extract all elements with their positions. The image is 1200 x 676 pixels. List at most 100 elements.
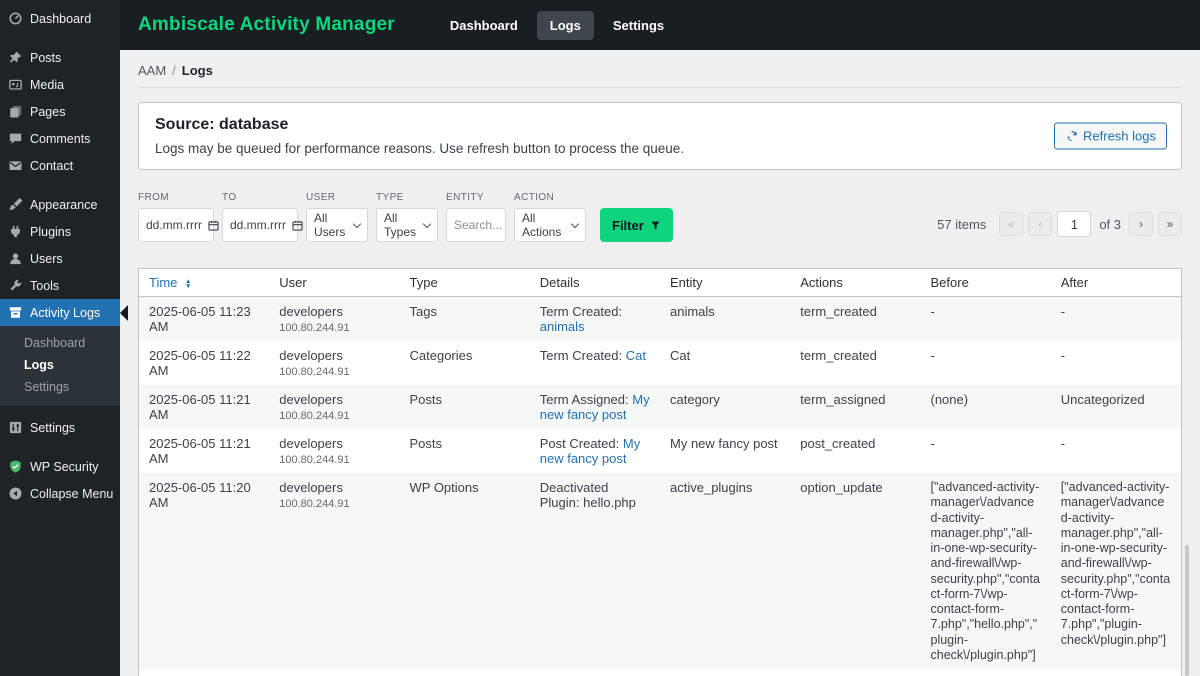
sidebar-item-label: Appearance: [30, 197, 98, 212]
cell-before: ["advanced-activity-manager\/advanced-ac…: [930, 480, 1040, 662]
cell-user: developers 100.80.244.91: [269, 297, 399, 342]
pushpin-icon: [8, 50, 23, 65]
details-text: Deactivated Plugin: hello.php: [539, 480, 636, 510]
cell-entity: Cat: [670, 348, 691, 363]
tab-settings[interactable]: Settings: [612, 17, 665, 33]
sidebar-item-plugins[interactable]: Plugins: [0, 218, 120, 245]
refresh-logs-button[interactable]: Refresh logs: [1054, 122, 1167, 150]
prev-page-button[interactable]: ‹: [1028, 212, 1053, 236]
chevron-down-icon: [352, 219, 362, 228]
cell-before-expandable[interactable]: Long value ↓: [921, 670, 1051, 676]
log-table-body: 2025-06-05 11:23 AM developers 100.80.24…: [139, 296, 1181, 676]
plugin-title: Ambiscale Activity Manager: [138, 14, 395, 35]
plug-icon: [8, 224, 23, 239]
user-ip: 100.80.244.91: [279, 410, 350, 422]
sidebar-item-activity-logs[interactable]: Activity Logs: [0, 299, 128, 326]
filter-entity: ENTITY Search...: [446, 192, 506, 242]
sidebar-item-posts[interactable]: Posts: [0, 44, 120, 71]
funnel-icon: [650, 220, 661, 231]
tab-logs[interactable]: Logs: [536, 10, 594, 40]
sort-icon: ▲ ▼: [185, 278, 191, 290]
action-select[interactable]: All Actions: [514, 208, 586, 242]
sidebar-item-wp-security[interactable]: WP Security: [0, 453, 120, 480]
cell-type: Tags: [409, 304, 437, 319]
sidebar-item-contact[interactable]: Contact: [0, 152, 120, 179]
type-select[interactable]: All Types: [376, 208, 438, 242]
details-link[interactable]: My new fancy post: [539, 436, 641, 466]
details-text: Term Created:: [539, 304, 623, 319]
sidebar-item-media[interactable]: Media: [0, 71, 120, 98]
submenu-item-dashboard[interactable]: Dashboard: [24, 336, 86, 350]
calendar-icon: [207, 219, 220, 232]
pages-icon: [8, 104, 23, 119]
column-header-time[interactable]: Time ▲ ▼: [139, 269, 270, 297]
to-date-placeholder: dd.mm.rrrr: [230, 218, 286, 232]
user-name: developers: [279, 392, 343, 407]
page-number-input[interactable]: [1057, 211, 1092, 237]
first-page-button[interactable]: «: [999, 212, 1024, 236]
cell-time: 2025-06-05 11:20 AM: [139, 670, 269, 676]
sidebar-item-label: Contact: [30, 158, 74, 173]
submenu-item-logs[interactable]: Logs: [24, 358, 54, 372]
last-page-button[interactable]: »: [1158, 212, 1182, 236]
column-header-before: Before: [920, 269, 1051, 297]
action-select-value: All Actions: [522, 211, 562, 239]
filter-action: ACTION All Actions: [514, 192, 586, 242]
cell-details: Term Created: animals: [530, 297, 660, 342]
tab-dashboard[interactable]: Dashboard: [449, 17, 518, 33]
type-label: TYPE: [376, 192, 404, 203]
cell-time: 2025-06-05 11:22 AM: [149, 348, 251, 378]
sidebar-item-comments[interactable]: Comments: [0, 125, 120, 152]
entity-search-placeholder: Search...: [454, 218, 503, 232]
cell-entity: active_plugins: [660, 670, 790, 676]
cell-after: -: [1060, 436, 1066, 451]
log-row: 2025-06-05 11:23 AM developers 100.80.24…: [139, 296, 1181, 342]
filter-type: TYPE All Types: [376, 192, 438, 242]
sidebar-item-appearance[interactable]: Appearance: [0, 191, 120, 218]
chevron-down-icon: [570, 219, 580, 228]
wrench-icon: [8, 278, 23, 293]
sidebar-item-dashboard[interactable]: Dashboard: [0, 5, 120, 32]
chevron-down-icon: [422, 219, 432, 228]
from-date-input[interactable]: dd.mm.rrrr: [138, 208, 219, 242]
sidebar-item-label: Users: [30, 251, 63, 266]
details-link[interactable]: My new fancy post: [539, 392, 650, 422]
user-ip: 100.80.244.91: [279, 498, 350, 510]
contact-envelope-icon: [8, 158, 23, 173]
log-row: 2025-06-05 11:20 AM developers 100.80.24…: [139, 670, 1181, 676]
cell-user: developers 100.80.244.91: [269, 385, 399, 429]
cell-type: Categories: [409, 348, 473, 363]
cell-time: 2025-06-05 11:23 AM: [149, 304, 251, 334]
submenu-item-settings[interactable]: Settings: [24, 380, 70, 394]
breadcrumb-root-link[interactable]: AAM: [138, 63, 167, 78]
details-link[interactable]: animals: [539, 319, 585, 334]
main-area: Ambiscale Activity Manager Dashboard Log…: [120, 0, 1200, 676]
sidebar-item-settings[interactable]: Settings: [0, 414, 120, 441]
admin-sidebar: Dashboard Posts Media Pages Comments Con…: [0, 0, 128, 676]
cell-time: 2025-06-05 11:20 AM: [149, 480, 251, 510]
details-link[interactable]: Cat: [625, 348, 646, 363]
sidebar-item-tools[interactable]: Tools: [0, 272, 120, 299]
sidebar-item-label: Dashboard: [30, 11, 92, 26]
cell-type: WP Options: [400, 670, 530, 676]
pagination: 57 items « ‹ of 3 › »: [937, 211, 1182, 237]
log-row: 2025-06-05 11:21 AM developers 100.80.24…: [139, 385, 1181, 429]
to-date-input[interactable]: dd.mm.rrrr: [222, 208, 303, 242]
entity-search-input[interactable]: Search...: [446, 208, 506, 242]
cell-details: Deactivated Plugin: Akismet Anti-spam:: [530, 670, 660, 676]
user-ip: 100.80.244.91: [279, 366, 350, 378]
dashboard-icon: [8, 11, 23, 26]
next-page-button[interactable]: ›: [1129, 212, 1153, 236]
to-label: TO: [222, 192, 237, 203]
sidebar-item-pages[interactable]: Pages: [0, 98, 120, 125]
sidebar-item-users[interactable]: Users: [0, 245, 120, 272]
filter-submit-button[interactable]: Filter: [600, 208, 673, 242]
sidebar-item-label: Activity Logs: [30, 305, 101, 320]
user-select[interactable]: All Users: [306, 208, 368, 242]
sidebar-item-collapse-menu[interactable]: Collapse Menu: [0, 480, 120, 507]
menu-separator: [0, 32, 120, 44]
source-card-description: Logs may be queued for performance reaso…: [155, 141, 685, 156]
column-header-entity: Entity: [660, 269, 791, 297]
sidebar-item-label: Plugins: [30, 224, 71, 239]
scrollbar-thumb[interactable]: [1185, 545, 1189, 676]
